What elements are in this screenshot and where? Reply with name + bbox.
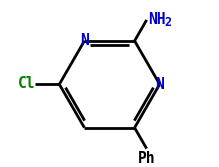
Text: Ph: Ph	[138, 151, 155, 166]
Text: NH: NH	[148, 12, 166, 27]
Text: Cl: Cl	[18, 76, 35, 91]
Text: N: N	[155, 77, 164, 92]
Text: 2: 2	[164, 16, 171, 29]
Text: N: N	[80, 33, 89, 48]
